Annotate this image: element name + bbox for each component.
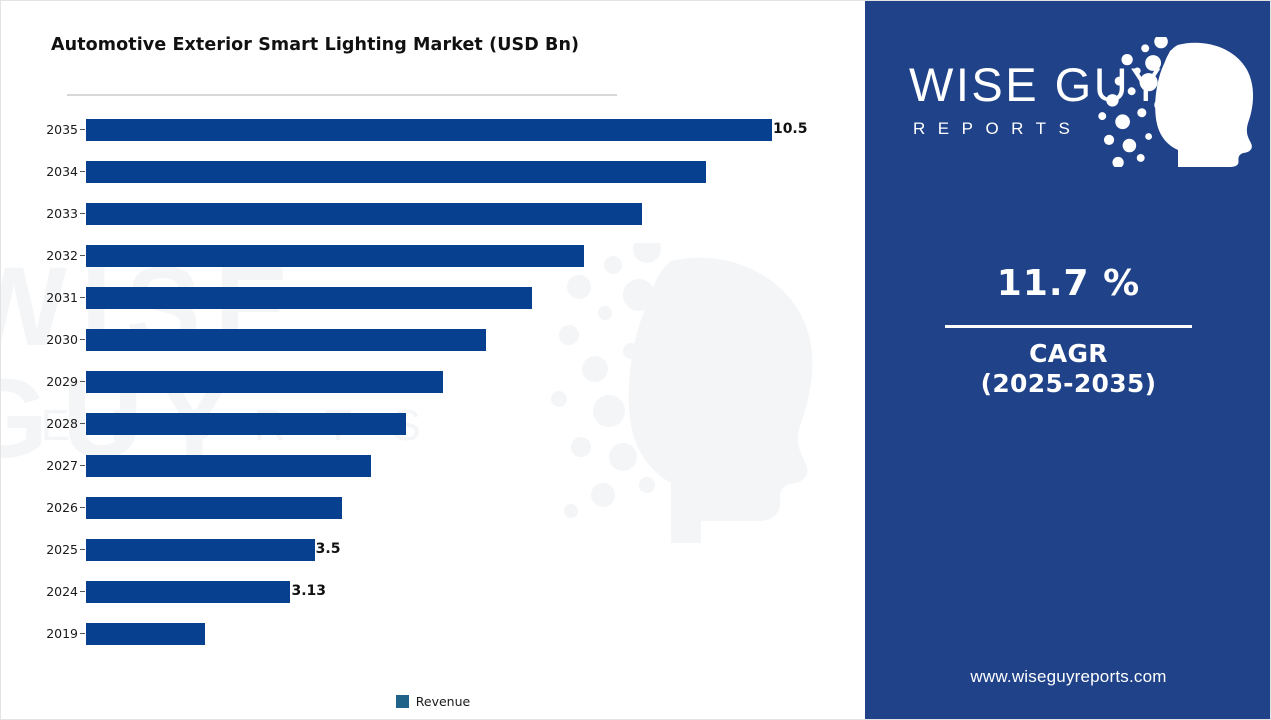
cagr-label-text: CAGR [1029, 339, 1108, 368]
website-url[interactable]: www.wiseguyreports.com [970, 667, 1167, 686]
bar-revenue[interactable] [86, 203, 642, 225]
axis-tick [80, 465, 85, 467]
bar-revenue[interactable] [86, 581, 291, 603]
legend-label: Revenue [415, 694, 471, 709]
axis-tick [80, 549, 85, 551]
axis-tick [80, 129, 85, 131]
bar-revenue[interactable] [86, 623, 205, 645]
cagr-period-text: (2025-2035) [980, 368, 1157, 398]
bar-value-label: 10.5 [772, 121, 808, 137]
bar-revenue[interactable] [86, 161, 706, 183]
company-logo: WISE GUY REPORTS [865, 37, 1270, 167]
bar-row: 2032 [1, 245, 865, 267]
bar-row: 2027 [1, 455, 865, 477]
bar-revenue[interactable] [86, 245, 585, 267]
bar-row: 2029 [1, 371, 865, 393]
axis-label-year: 2031 [46, 290, 78, 305]
bar-row: 2019 [1, 623, 865, 645]
bar-value-label: 3.5 [315, 541, 341, 557]
axis-tick [80, 171, 85, 173]
logo-text-reports: REPORTS [913, 119, 1083, 138]
axis-label-year: 2019 [46, 626, 78, 641]
axis-tick [80, 591, 85, 593]
bar-row: 2034 [1, 161, 865, 183]
bar-revenue[interactable] [86, 119, 772, 141]
logo-head-icon [1098, 37, 1254, 167]
bar-row: 2024 3.13 [1, 581, 865, 603]
axis-label-year: 2024 [46, 584, 78, 599]
axis-tick [80, 255, 85, 257]
axis-tick [80, 213, 85, 215]
bar-revenue[interactable] [86, 287, 533, 309]
bar-row: 2025 3.5 [1, 539, 865, 561]
axis-tick [80, 381, 85, 383]
bar-revenue[interactable] [86, 413, 407, 435]
cagr-value: 11.7 % [996, 263, 1141, 304]
chart-title: Automotive Exterior Smart Lighting Marke… [51, 35, 580, 55]
bar-row: 2035 10.5 [1, 119, 865, 141]
bar-revenue[interactable] [86, 455, 372, 477]
plot-area: 2035 10.5 2034 2033 2032 2031 2030 2029 2028 2027… [1, 109, 865, 659]
axis-label-year: 2033 [46, 206, 78, 221]
legend-swatch-icon [395, 695, 409, 708]
bar-revenue[interactable] [86, 329, 486, 351]
legend-item-revenue[interactable]: Revenue [395, 694, 471, 709]
axis-tick [80, 633, 85, 635]
bar-row: 2030 [1, 329, 865, 351]
axis-tick [80, 507, 85, 509]
bar-value-label: 3.13 [291, 583, 327, 599]
title-divider [67, 94, 617, 96]
axis-label-year: 2025 [46, 542, 78, 557]
cagr-label: CAGR (2025-2035) [865, 339, 1270, 398]
bar-revenue[interactable] [86, 539, 315, 561]
axis-label-year: 2030 [46, 332, 78, 347]
axis-tick [80, 423, 85, 425]
axis-label-year: 2027 [46, 458, 78, 473]
chart-legend: Revenue [1, 693, 865, 712]
axis-label-year: 2035 [46, 122, 78, 137]
bar-row: 2031 [1, 287, 865, 309]
bar-row: 2026 [1, 497, 865, 519]
axis-label-year: 2032 [46, 248, 78, 263]
bar-row: 2033 [1, 203, 865, 225]
cagr-divider [945, 325, 1192, 328]
axis-label-year: 2029 [46, 374, 78, 389]
bar-revenue[interactable] [86, 497, 343, 519]
axis-label-year: 2028 [46, 416, 78, 431]
axis-label-year: 2034 [46, 164, 78, 179]
axis-label-year: 2026 [46, 500, 78, 515]
chart-panel: WISE GUY REPORTS [1, 1, 865, 719]
bar-revenue[interactable] [86, 371, 443, 393]
axis-tick [80, 339, 85, 341]
axis-tick [80, 297, 85, 299]
bar-row: 2028 [1, 413, 865, 435]
brand-panel: WISE GUY REPORTS 11.7 % [865, 1, 1270, 719]
